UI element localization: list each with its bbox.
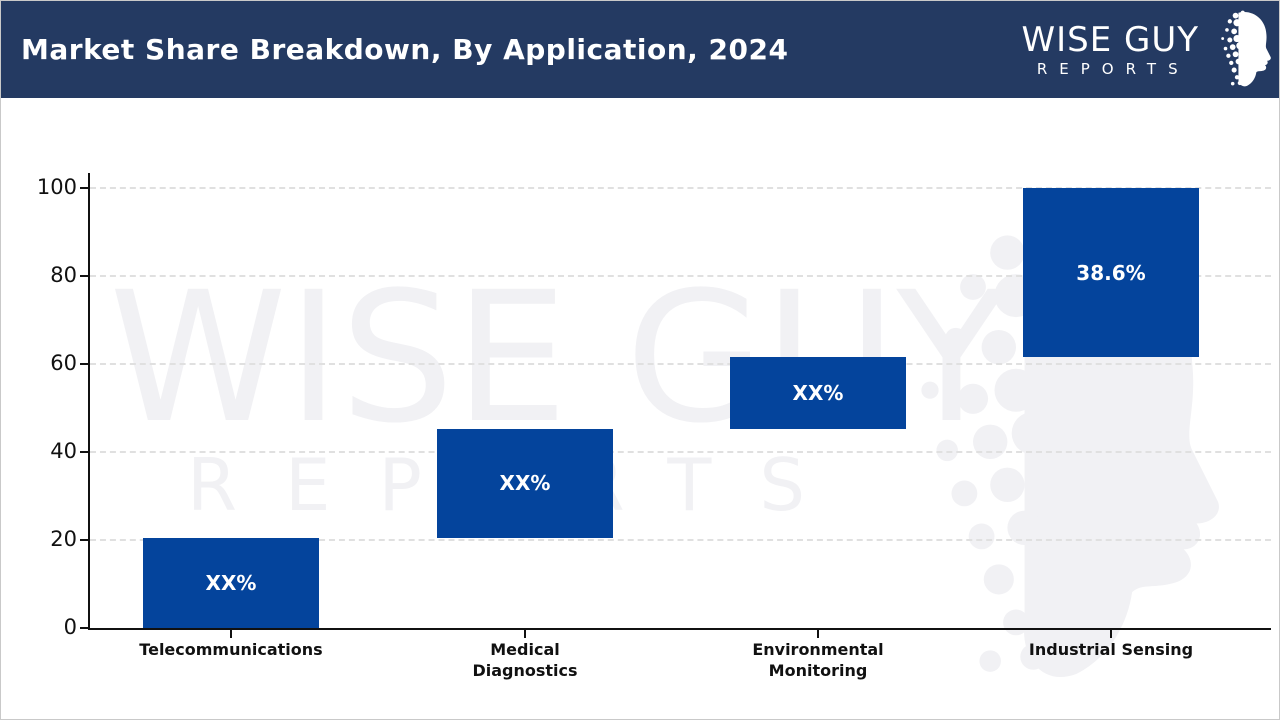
bar-value-label: XX% xyxy=(499,471,551,496)
wiseguy-logo: WISE GUY REPORTS xyxy=(1021,5,1273,95)
y-tick-label: 100 xyxy=(36,175,77,199)
header: Market Share Breakdown, By Application, … xyxy=(1,1,1279,98)
y-axis-tick xyxy=(80,187,88,189)
bar-segment: XX% xyxy=(437,429,613,538)
y-axis-tick xyxy=(80,275,88,277)
y-axis-line xyxy=(88,173,90,630)
category-label-line: Environmental xyxy=(752,640,884,659)
y-axis-tick xyxy=(80,451,88,453)
x-axis-tick xyxy=(230,630,232,638)
category-label-line: Monitoring xyxy=(768,660,868,680)
wiseguy-face-logo-icon xyxy=(1221,10,1271,87)
wiseguy-logo-line1: WISE GUY xyxy=(1021,19,1199,60)
y-gridline xyxy=(90,275,1271,277)
bar-segment: XX% xyxy=(143,537,319,628)
category-label: Medical Diagnostics xyxy=(395,640,655,682)
wiseguy-logo-text: WISE GUY REPORTS xyxy=(1021,19,1199,78)
x-axis-line xyxy=(88,628,1271,630)
y-tick-label: 20 xyxy=(50,527,77,551)
category-label: Telecommunications xyxy=(101,640,361,661)
y-axis-tick xyxy=(80,539,88,541)
category-label-line: Diagnostics xyxy=(472,660,578,680)
y-gridline xyxy=(90,451,1271,453)
y-tick-label: 60 xyxy=(50,351,77,375)
y-gridline xyxy=(90,539,1271,541)
category-label: Industrial Sensing xyxy=(981,640,1241,661)
x-axis-tick xyxy=(524,630,526,638)
y-tick-label: 0 xyxy=(63,615,77,639)
page-title: Market Share Breakdown, By Application, … xyxy=(21,33,789,66)
category-label-line: Industrial Sensing xyxy=(1028,640,1194,659)
category-label-line: Telecommunications xyxy=(139,640,323,659)
y-tick-label: 40 xyxy=(50,439,77,463)
y-gridline xyxy=(90,187,1271,189)
bar-segment: 38.6% xyxy=(1023,188,1199,358)
x-axis-tick xyxy=(1110,630,1112,638)
bar-value-label: XX% xyxy=(792,381,844,406)
wiseguy-logo-line2: REPORTS xyxy=(1036,59,1190,78)
bar-segment: XX% xyxy=(730,357,906,430)
y-axis-tick xyxy=(80,627,88,629)
y-tick-label: 80 xyxy=(50,263,77,287)
category-label: Environmental Monitoring xyxy=(688,640,948,682)
x-axis-tick xyxy=(817,630,819,638)
y-axis-tick xyxy=(80,363,88,365)
category-label-line: Medical xyxy=(490,640,560,659)
bar-value-label: XX% xyxy=(205,570,257,595)
bar-value-label: 38.6% xyxy=(1076,260,1146,285)
y-gridline xyxy=(90,363,1271,365)
